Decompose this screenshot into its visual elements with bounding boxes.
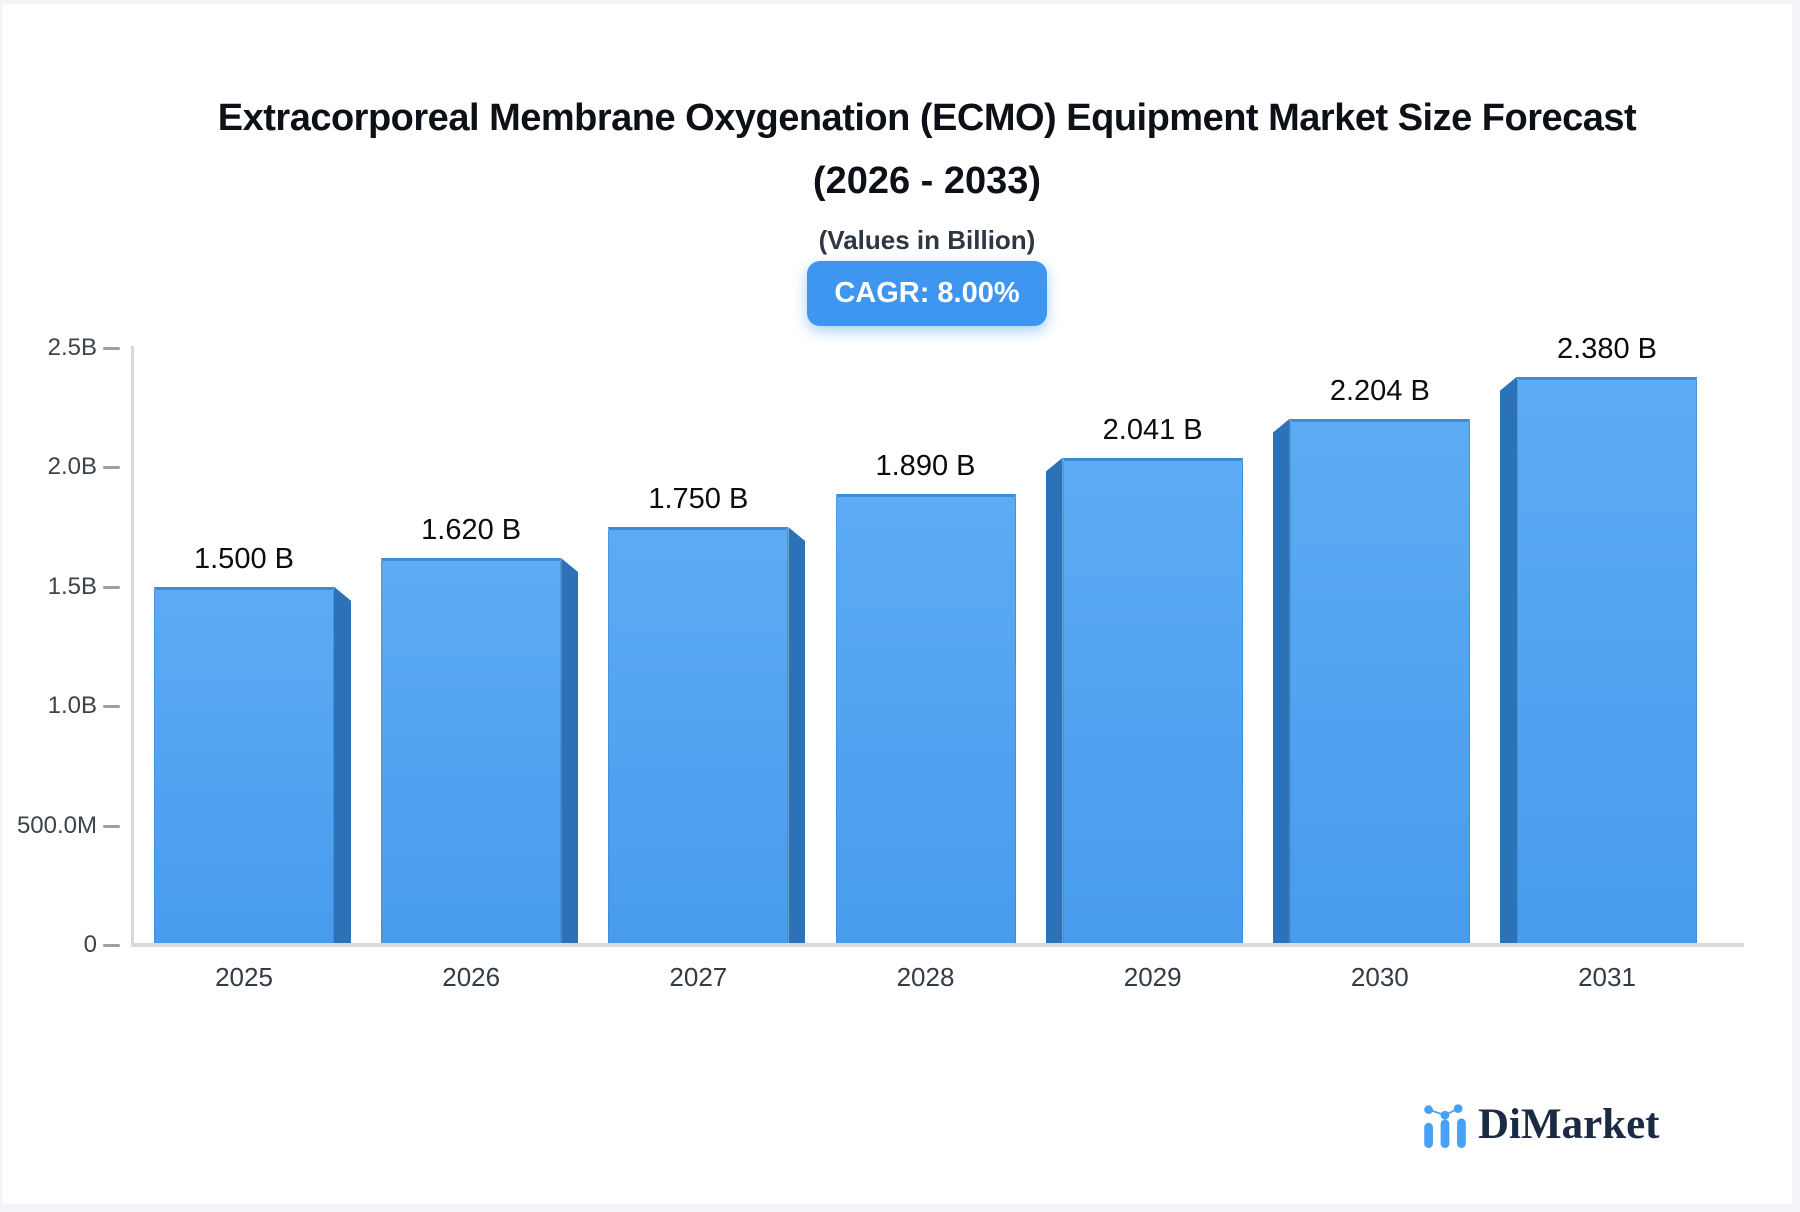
y-axis-tick-mark — [103, 705, 120, 709]
bar-value-label: 1.890 B — [875, 449, 976, 482]
bar-2028[interactable] — [835, 493, 1016, 943]
bar-value-label: 2.204 B — [1329, 374, 1430, 407]
x-axis-line — [131, 943, 1744, 947]
cagr-badge: CAGR: 8.00% — [807, 261, 1047, 326]
x-axis-label-2026: 2026 — [442, 962, 501, 992]
x-axis-label-2028: 2028 — [896, 962, 955, 992]
bar-2031[interactable] — [1500, 376, 1698, 943]
y-axis-tick-label: 1.0B — [47, 692, 97, 720]
chart-subtitle: (Values in Billion) — [818, 225, 1036, 255]
bar-value-label: 2.041 B — [1102, 413, 1203, 446]
bar-value-label: 2.380 B — [1557, 332, 1657, 365]
bar-2025[interactable] — [154, 586, 351, 943]
y-axis-tick-label: 0 — [83, 931, 97, 958]
bar-3d-side — [1272, 418, 1290, 943]
bar-2026[interactable] — [381, 558, 579, 943]
y-axis-tick-mark — [103, 347, 120, 350]
bar-line-chart-icon — [1424, 1104, 1466, 1148]
cagr-badge-wrap: CAGR: 8.00% — [27, 261, 1800, 326]
y-axis-tick-mark — [103, 824, 120, 828]
y-axis-tick-label: 2.0B — [47, 453, 97, 481]
bar-chart: 2.5B 2.0B 1.5B 1.0B 500.0M 0 1.500 B 2025 1.620 … — [2, 4, 1792, 1204]
y-axis-line — [131, 346, 134, 947]
bar-value-label: 1.750 B — [648, 483, 749, 516]
chart-title-line1: Extracorporeal Membrane Oxygenation (ECM… — [217, 97, 1637, 139]
bar-2027[interactable] — [608, 527, 806, 943]
chart-title-line2: (2026 - 2033) — [812, 160, 1042, 202]
bar-2029[interactable] — [1045, 457, 1243, 943]
bar-3d-side — [788, 527, 806, 943]
x-axis-label-2029: 2029 — [1123, 962, 1182, 992]
x-axis-label-2025: 2025 — [215, 962, 273, 992]
logo-text: DiMarket — [1478, 1101, 1660, 1148]
chart-card: Extracorporeal Membrane Oxygenation (ECM… — [2, 4, 1792, 1204]
y-axis-tick-mark — [103, 585, 120, 589]
y-axis-tick-mark — [103, 466, 120, 470]
bar-3d-side — [334, 586, 351, 943]
x-axis-label-2030: 2030 — [1350, 962, 1409, 992]
dimarket-logo: DiMarket — [1423, 1102, 1660, 1148]
y-axis-tick-mark — [103, 944, 120, 947]
x-axis-label-2031: 2031 — [1578, 962, 1636, 992]
bar-3d-side — [1500, 376, 1518, 943]
y-axis-tick-label: 1.5B — [47, 572, 97, 600]
bar-3d-side — [1045, 457, 1063, 943]
y-axis-tick-label: 500.0M — [16, 811, 97, 839]
bar-3d-side — [561, 558, 579, 943]
y-axis-tick-label: 2.5B — [47, 334, 97, 361]
bar-value-label: 1.620 B — [421, 514, 522, 547]
bar-value-label: 1.500 B — [194, 542, 294, 575]
x-axis-label-2027: 2027 — [669, 962, 728, 992]
bar-2030[interactable] — [1272, 418, 1470, 943]
